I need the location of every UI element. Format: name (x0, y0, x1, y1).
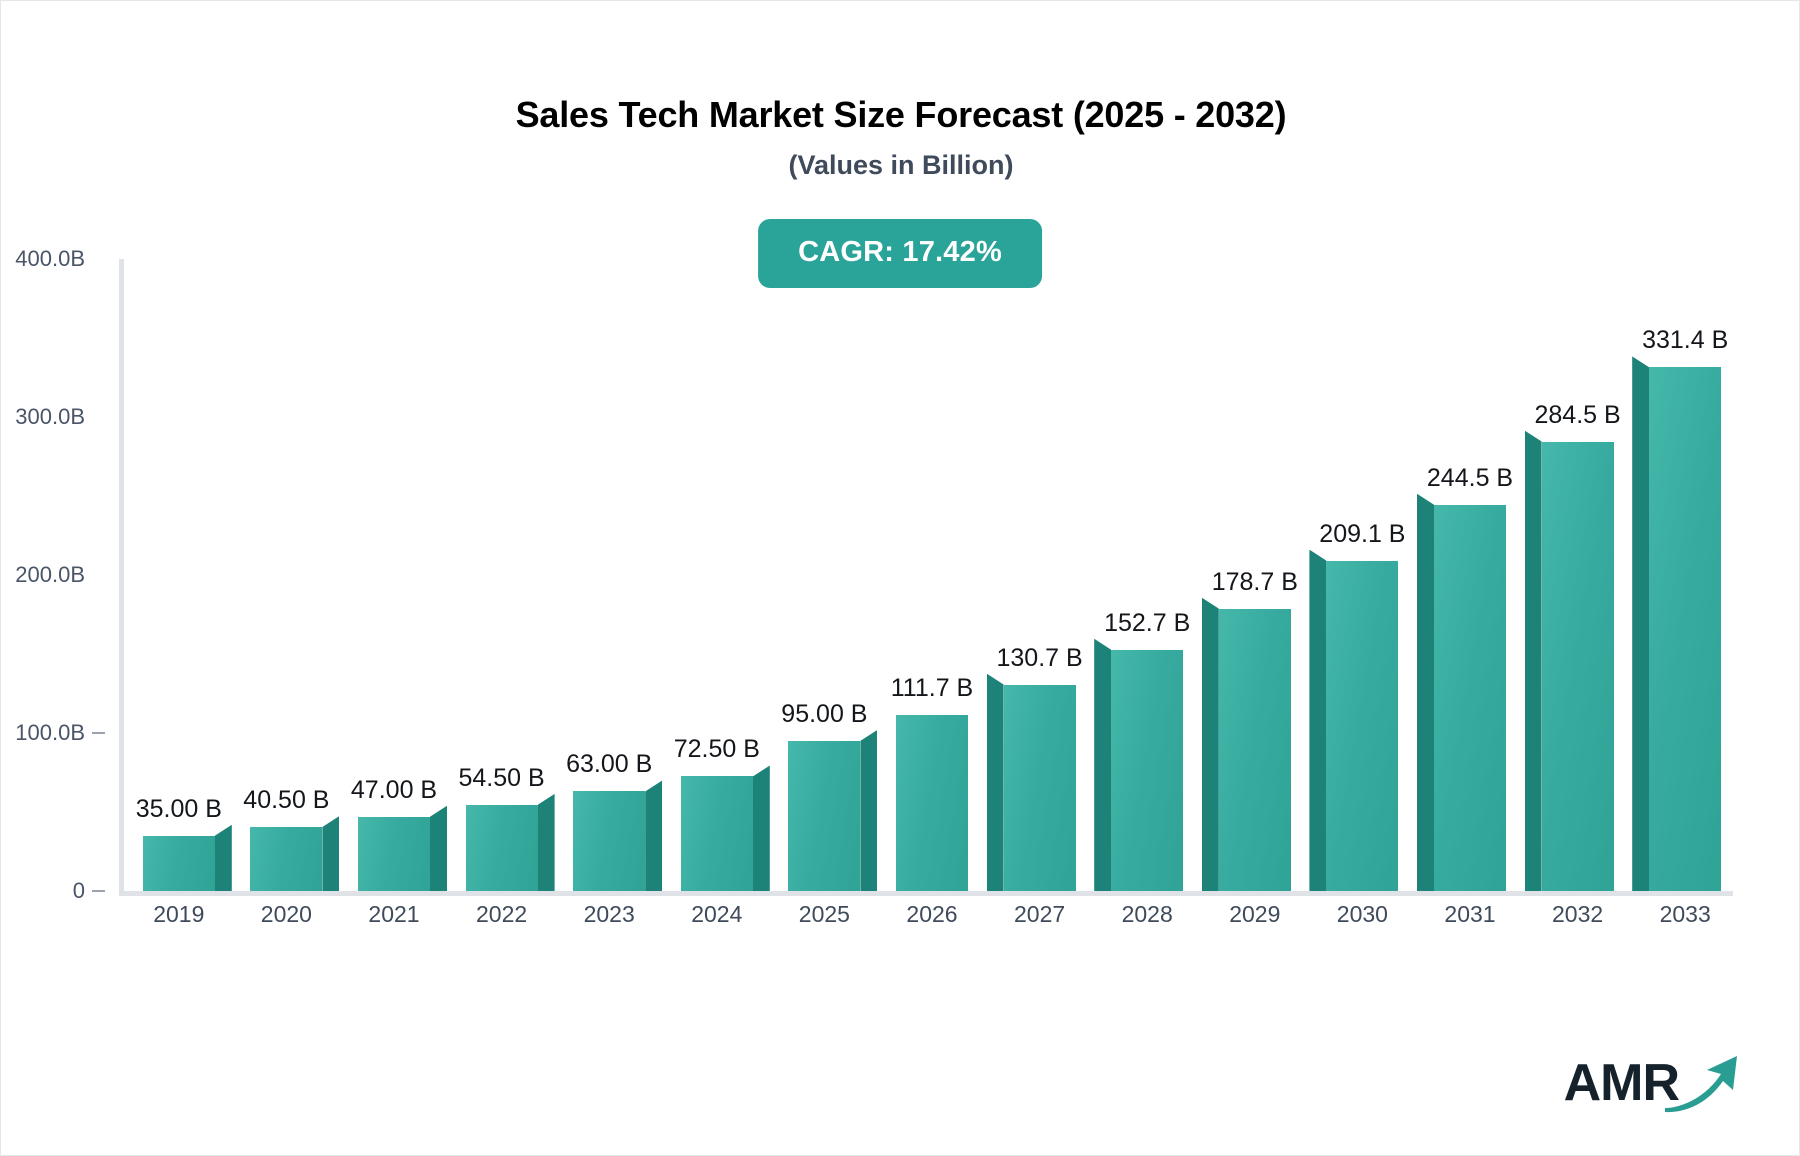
y-axis-tick-label: 400.0B (15, 246, 85, 271)
x-axis-tick-label: 2024 (691, 901, 743, 927)
y-axis-tick-mark (92, 890, 105, 892)
bar-front-face (680, 776, 753, 891)
bar-side-face (1309, 549, 1327, 891)
bar-front-face (358, 816, 430, 891)
bar-front-face (788, 740, 861, 891)
bar-value-label: 35.00 B (135, 794, 222, 823)
x-axis-tick-label: 2020 (260, 901, 312, 927)
chart-header: Sales Tech Market Size Forecast (2025 - … (1, 93, 1800, 183)
bar-value-label: 331.4 B (1642, 326, 1729, 355)
bar-column[interactable]: 47.00 B (351, 259, 447, 891)
bar-side-face (322, 816, 340, 891)
y-axis-line (119, 259, 124, 891)
bar-front-face (1111, 649, 1184, 891)
bar-column[interactable]: 130.7 B (986, 259, 1083, 891)
growth-arrow-icon (1663, 1052, 1741, 1119)
bar-series: 35.00 B 40.50 B 47.00 B 54.50 B 63.00 B 72.50… (119, 259, 1733, 891)
amr-logo-text: AMR (1563, 1053, 1680, 1112)
bar-front-face (1003, 684, 1076, 891)
bar-value-label: 111.7 B (890, 673, 974, 702)
bar-column[interactable]: 209.1 B (1309, 259, 1405, 891)
bar-column[interactable]: 331.4 B (1632, 259, 1728, 891)
bar-side-face (752, 765, 770, 891)
bar-front-face (142, 835, 215, 891)
bar-front-face (896, 714, 968, 891)
bar-column[interactable]: 152.7 B (1094, 259, 1190, 891)
bar-column[interactable]: 95.00 B (781, 259, 878, 891)
x-axis-tick-label: 2026 (906, 901, 958, 927)
amr-logo: AMR (1564, 1052, 1741, 1113)
bar-side-face (645, 780, 663, 891)
bar-side-face (860, 729, 878, 891)
x-axis-tick-label: 2021 (368, 901, 420, 927)
bar-front-face (1649, 367, 1722, 891)
bar-side-face (1417, 493, 1434, 891)
bar-side-face (986, 673, 1004, 891)
bar-column[interactable]: 54.50 B (459, 259, 555, 891)
bar-column[interactable]: 72.50 B (674, 259, 770, 891)
bar-side-face (1632, 356, 1650, 891)
bar-side-face (214, 824, 232, 891)
x-axis-tick-label: 2032 (1552, 901, 1604, 927)
x-axis-tick-label: 2030 (1336, 901, 1388, 927)
bar-side-face (1524, 430, 1542, 891)
bar-column[interactable]: 178.7 B (1201, 259, 1298, 891)
bar-front-face (1326, 560, 1399, 891)
x-axis-tick-label: 2029 (1229, 901, 1281, 927)
bar-column[interactable]: 111.7 B (891, 259, 973, 891)
bar-value-label: 284.5 B (1534, 400, 1621, 429)
bar-front-face (1541, 441, 1614, 891)
bar-column[interactable]: 40.50 B (243, 259, 340, 891)
bar-value-label: 152.7 B (1104, 608, 1191, 637)
bar-column[interactable]: 35.00 B (136, 259, 232, 891)
y-axis-tick-label: 100.0B (15, 720, 85, 745)
x-axis-tick-label: 2028 (1121, 901, 1173, 927)
y-axis-tick-label: 200.0B (15, 562, 85, 587)
bar-front-face (250, 827, 323, 891)
bar-value-label: 40.50 B (243, 786, 330, 815)
y-axis-tick-label: 300.0B (15, 404, 85, 429)
bar-front-face (573, 791, 646, 891)
bar-value-label: 130.7 B (996, 643, 1083, 672)
y-axis-labels: 0 100.0B 200.0B 300.0B 400.0B (1, 246, 119, 903)
y-axis-tick-mark (92, 732, 105, 734)
bar-value-label: 47.00 B (350, 775, 438, 804)
bar-side-face (430, 805, 447, 891)
x-axis-tick-label: 2023 (583, 901, 635, 927)
bar-front-face (465, 804, 538, 891)
plot-area: 35.00 B 40.50 B 47.00 B 54.50 B 63.00 B 72.50… (119, 259, 1733, 896)
bar-value-label: 244.5 B (1426, 463, 1514, 492)
x-axis-tick-label: 2033 (1659, 901, 1711, 927)
x-axis-tick-label: 2027 (1014, 901, 1066, 927)
chart-subtitle: (Values in Billion) (788, 150, 1014, 180)
bar-value-label: 72.50 B (673, 735, 760, 764)
x-axis-tick-label: 2019 (153, 901, 205, 927)
bar-front-face (1218, 608, 1291, 891)
bar-column[interactable]: 244.5 B (1417, 259, 1513, 891)
bar-value-label: 95.00 B (781, 699, 868, 728)
bar-front-face (1434, 504, 1506, 891)
bar-value-label: 63.00 B (566, 750, 653, 779)
bar-value-label: 178.7 B (1211, 567, 1298, 596)
cagr-badge: CAGR: 17.42% (758, 219, 1042, 288)
bar-value-label: 209.1 B (1319, 519, 1406, 548)
x-axis-line (119, 891, 1733, 896)
bar-side-face (1201, 597, 1219, 891)
bar-side-face (1094, 638, 1112, 891)
x-axis-tick-label: 2025 (798, 901, 850, 927)
page-title: Sales Tech Market Size Forecast (2025 - … (515, 94, 1287, 135)
bar-side-face (537, 793, 555, 891)
bar-column[interactable]: 284.5 B (1524, 259, 1621, 891)
bar-value-label: 54.50 B (458, 763, 545, 792)
x-axis-tick-label: 2031 (1444, 901, 1496, 927)
bar-column[interactable]: 63.00 B (566, 259, 663, 891)
y-axis-tick-label: 0 (72, 878, 85, 903)
x-axis-labels: 2019 2020 2021 2022 2023 2024 2025 2026 2027 2028… (119, 901, 1733, 941)
x-axis-tick-label: 2022 (476, 901, 528, 927)
